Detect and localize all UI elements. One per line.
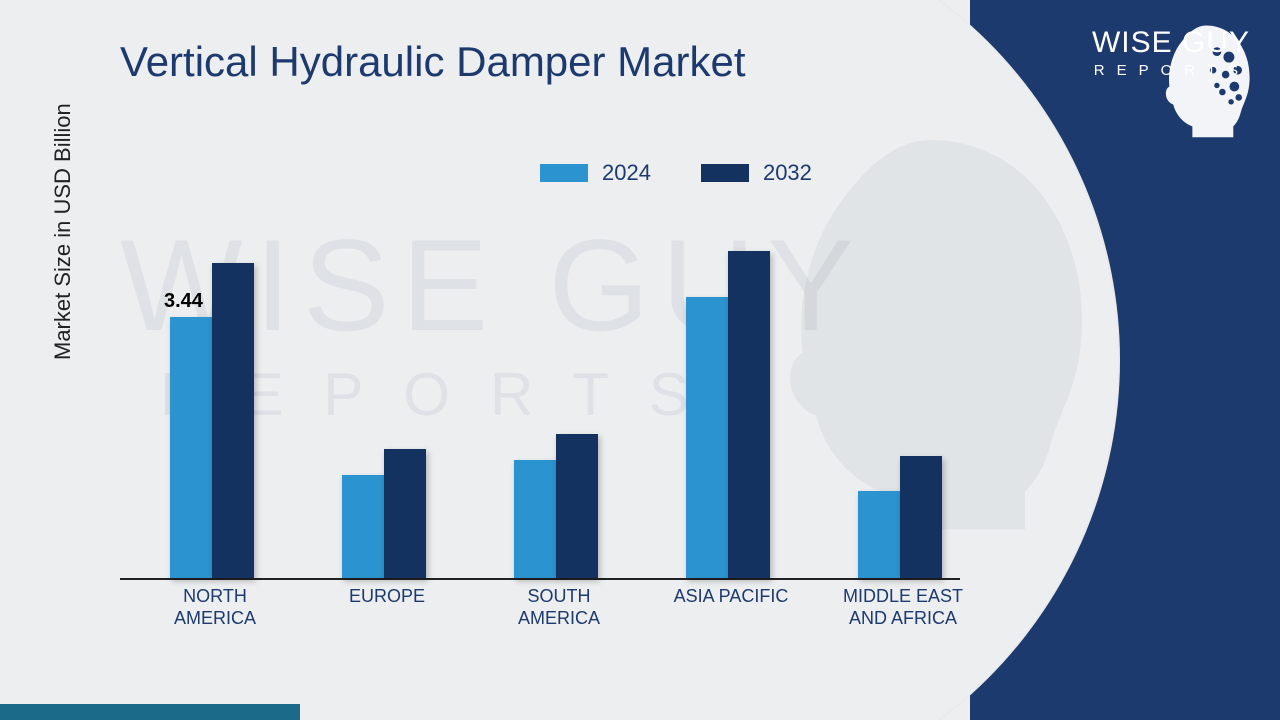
- brand-logo-text: WISE GUY REPORTS: [1092, 26, 1250, 79]
- brand-subtitle: REPORTS: [1092, 62, 1250, 79]
- category-label: EUROPE: [317, 586, 457, 608]
- bar: [170, 317, 212, 578]
- category-label: NORTH AMERICA: [145, 586, 285, 629]
- bar: [686, 297, 728, 578]
- brand-word-2: GUY: [1182, 26, 1250, 59]
- bar: [384, 449, 426, 578]
- bar: [556, 434, 598, 578]
- legend-item-2024: 2024: [540, 160, 651, 186]
- bar: [858, 491, 900, 578]
- legend-swatch-2024: [540, 164, 588, 182]
- brand-word-1: WISE: [1092, 26, 1173, 59]
- legend-label-2024: 2024: [602, 160, 651, 186]
- infographic-canvas: WISE GUY REPORTS Vertical Hydraulic Damp…: [0, 0, 1280, 720]
- bar: [342, 475, 384, 578]
- bar: [212, 263, 254, 578]
- category-label: ASIA PACIFIC: [661, 586, 801, 608]
- bar: [728, 251, 770, 578]
- legend-swatch-2032: [701, 164, 749, 182]
- y-axis-label: Market Size in USD Billion: [50, 103, 76, 360]
- category-label: MIDDLE EAST AND AFRICA: [833, 586, 973, 629]
- legend: 2024 2032: [540, 160, 812, 186]
- bar: [514, 460, 556, 578]
- plot-area: NORTH AMERICA3.44EUROPESOUTH AMERICAASIA…: [120, 200, 960, 580]
- bottom-accent-bar: [0, 704, 300, 720]
- bar: [900, 456, 942, 578]
- chart-area: Market Size in USD Billion 2024 2032 NOR…: [60, 160, 980, 690]
- chart-title: Vertical Hydraulic Damper Market: [120, 38, 746, 86]
- category-label: SOUTH AMERICA: [489, 586, 629, 629]
- legend-label-2032: 2032: [763, 160, 812, 186]
- legend-item-2032: 2032: [701, 160, 812, 186]
- bar-value-label: 3.44: [164, 290, 203, 313]
